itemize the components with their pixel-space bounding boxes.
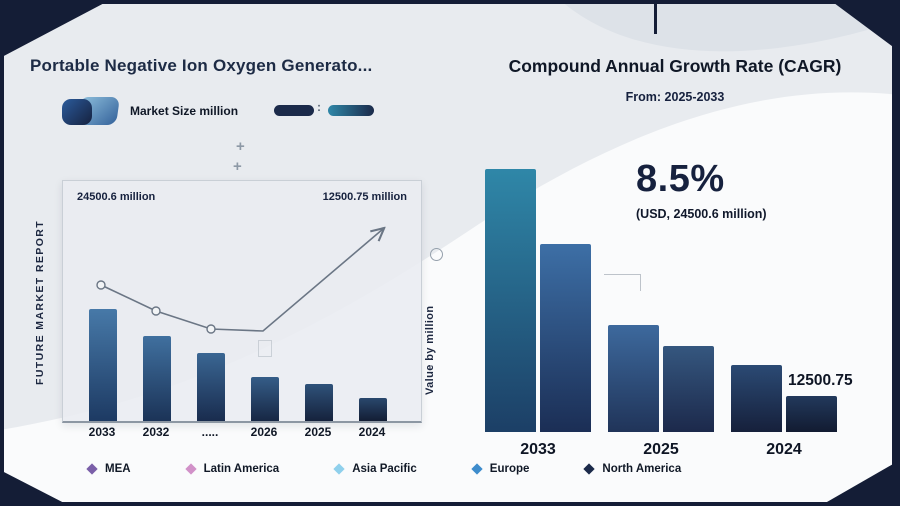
left-panel-title: Portable Negative Ion Oxygen Generato... <box>30 56 373 75</box>
plus-decoration: + <box>233 158 242 175</box>
future-market-report-watermark: FUTURE MARKET REPORT <box>34 219 46 386</box>
market-size-legend-label: Market Size million <box>130 104 239 118</box>
cagr-bar <box>731 365 782 432</box>
cagr-usd-caption: (USD, 24500.6 million) <box>636 207 767 221</box>
pill-separator: : <box>317 100 321 114</box>
cagr-bar <box>663 346 714 432</box>
market-bar <box>359 398 387 421</box>
market-x-label: 2026 <box>250 425 278 439</box>
cagr-title: Compound Annual Growth Rate (CAGR) <box>508 56 842 76</box>
cagr-2024-value-label: 12500.75 <box>788 372 853 389</box>
market-x-labels: 2033 2032..... 2026 2025 2024 <box>62 425 420 439</box>
decorative-pill-navy <box>274 105 314 116</box>
region-legend: MEA Latin America Asia Pacific Europe North … <box>86 463 788 475</box>
cagr-bar <box>786 396 837 432</box>
market-size-legend-icon <box>62 96 120 128</box>
chart-annotation-start-value: 24500.6 million <box>77 191 156 203</box>
legend-label: MEA <box>105 463 131 475</box>
cagr-x-label: 2025 <box>643 441 679 458</box>
legend-item-mea: MEA <box>86 463 131 475</box>
cagr-group-2033: 2033 <box>485 162 591 458</box>
legend-item-europe: Europe <box>471 463 530 475</box>
legend-diamond-icon <box>471 463 483 475</box>
cagr-x-label: 2033 <box>520 441 556 458</box>
market-x-label: 2032 <box>142 425 170 439</box>
cagr-subtitle: From: 2025-2033 <box>625 90 725 104</box>
legend-label: Latin America <box>203 463 280 475</box>
market-size-chart: 24500.6 million 12500.75 million <box>62 180 422 423</box>
cagr-group-2025: 2025 <box>608 162 714 458</box>
chart-annotation-end-value: 12500.75 million <box>322 191 407 203</box>
legend-label: Europe <box>489 463 530 475</box>
legend-item-asia-pacific: Asia Pacific <box>333 463 417 475</box>
legend-icon-front-shape <box>62 99 92 125</box>
cagr-bar <box>485 169 536 432</box>
decorative-pill-gradient <box>328 105 374 116</box>
market-x-label: 2024 <box>358 425 386 439</box>
legend-diamond-icon <box>583 463 596 475</box>
legend-diamond-icon <box>333 463 345 475</box>
market-bars <box>63 181 421 421</box>
market-x-label: ..... <box>201 425 219 439</box>
market-bar <box>143 336 171 421</box>
bracket-decoration <box>604 274 641 291</box>
legend-item-latin-america: Latin America <box>184 463 280 475</box>
market-x-label: 2025 <box>304 425 332 439</box>
legend-label: North America <box>602 463 682 475</box>
legend-diamond-icon <box>86 463 98 475</box>
value-axis-label: Value by million <box>424 305 436 396</box>
square-decoration <box>258 340 272 357</box>
cagr-percentage: 8.5% <box>636 158 725 200</box>
plus-decoration: + <box>236 138 245 155</box>
cagr-groups: 2033 2025 2024 <box>470 162 860 458</box>
legend-label: Asia Pacific <box>352 463 417 475</box>
cagr-bar <box>608 325 659 432</box>
cagr-bar <box>540 244 591 432</box>
legend-diamond-icon <box>184 463 197 475</box>
market-x-label: 2033 <box>88 425 116 439</box>
market-bar <box>89 309 117 421</box>
market-bar <box>251 377 279 421</box>
ring-decoration <box>430 248 443 261</box>
legend-item-north-america: North America <box>583 463 682 475</box>
market-bar <box>305 384 333 421</box>
cagr-x-label: 2024 <box>766 441 802 458</box>
market-bar <box>197 353 225 421</box>
cagr-group-2024: 2024 <box>731 162 837 458</box>
